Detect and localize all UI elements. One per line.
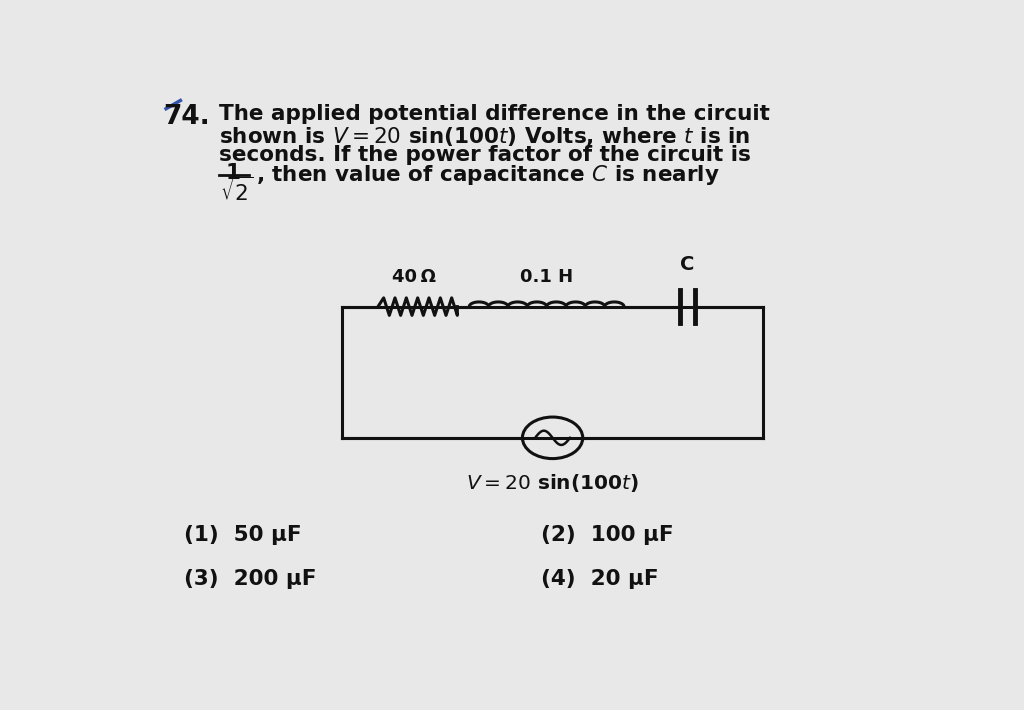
Text: (1)  50 μF: (1) 50 μF — [183, 525, 301, 545]
Text: $V = 20$ sin(100$t$): $V = 20$ sin(100$t$) — [466, 472, 639, 494]
Text: 74.: 74. — [164, 104, 211, 131]
Text: 1: 1 — [225, 163, 241, 183]
Text: The applied potential difference in the circuit: The applied potential difference in the … — [219, 104, 770, 124]
Text: $\sqrt{2}$: $\sqrt{2}$ — [220, 177, 253, 205]
Text: , then value of capacitance $C$ is nearly: , then value of capacitance $C$ is nearl… — [256, 163, 720, 187]
Text: seconds. If the power factor of the circuit is: seconds. If the power factor of the circ… — [219, 145, 752, 165]
Text: C: C — [680, 255, 694, 274]
Text: (2)  100 μF: (2) 100 μF — [541, 525, 674, 545]
Text: (3)  200 μF: (3) 200 μF — [183, 569, 316, 589]
Text: shown is $V = 20$ sin(100$t$) Volts, where $t$ is in: shown is $V = 20$ sin(100$t$) Volts, whe… — [219, 124, 751, 148]
Text: 40 Ω: 40 Ω — [392, 268, 435, 286]
Text: 0.1 H: 0.1 H — [520, 268, 573, 286]
Text: (4)  20 μF: (4) 20 μF — [541, 569, 658, 589]
